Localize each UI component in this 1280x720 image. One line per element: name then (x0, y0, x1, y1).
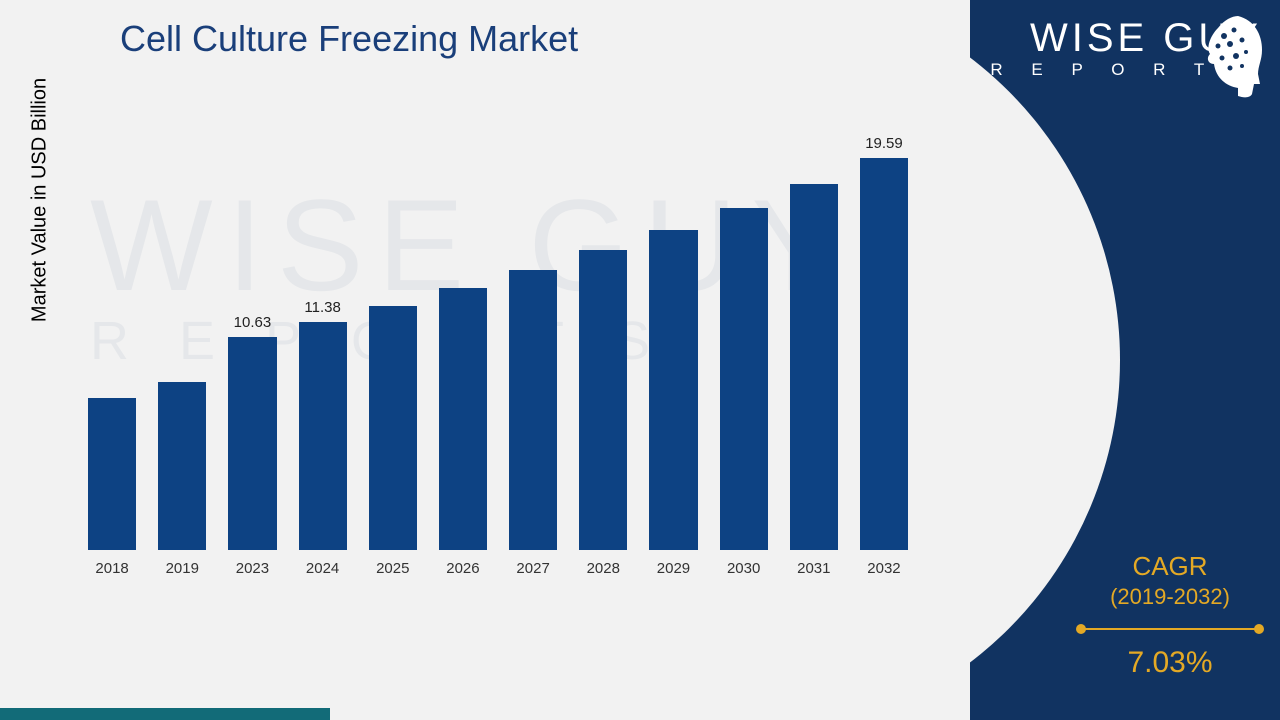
brand-logo: WISE GUY R E P O R T S (982, 18, 1262, 80)
cagr-box: CAGR (2019-2032) 7.03% (1060, 551, 1280, 680)
x-tick: 2027 (509, 552, 557, 580)
bar-wrap (369, 150, 417, 550)
bar-wrap (509, 150, 557, 550)
bar (579, 250, 627, 550)
bar (369, 306, 417, 550)
bar-chart: 10.63 11.38 19.59 2018 2019 2023 2024 2025 2026… (88, 150, 908, 580)
bar-wrap (720, 150, 768, 550)
bar (649, 230, 697, 550)
bar (439, 288, 487, 550)
x-tick: 2032 (860, 552, 908, 580)
canvas: WISE GUY REPORTS Cell Culture Freezing M… (0, 0, 1280, 720)
x-tick: 2028 (579, 552, 627, 580)
bar (228, 337, 276, 550)
bar (509, 270, 557, 550)
bar-value-label: 11.38 (304, 299, 340, 316)
bar (299, 322, 347, 550)
bar (790, 184, 838, 550)
bar-wrap (88, 150, 136, 550)
bar (860, 158, 908, 550)
bar-wrap: 19.59 (860, 150, 908, 550)
bar (720, 208, 768, 550)
bar-wrap: 10.63 (228, 150, 276, 550)
bar-wrap (439, 150, 487, 550)
page-title: Cell Culture Freezing Market (120, 18, 578, 60)
x-tick: 2024 (299, 552, 347, 580)
bar (158, 382, 206, 550)
brain-head-icon (1188, 12, 1266, 102)
bar-wrap (649, 150, 697, 550)
cagr-divider (1081, 628, 1259, 630)
x-axis: 2018 2019 2023 2024 2025 2026 2027 2028 2029 2030… (88, 552, 908, 580)
x-tick: 2023 (228, 552, 276, 580)
bottom-accent-bar (0, 708, 330, 720)
plot-area: 10.63 11.38 19.59 (88, 150, 908, 550)
x-tick: 2029 (649, 552, 697, 580)
x-tick: 2026 (439, 552, 487, 580)
bar-value-label: 19.59 (865, 135, 903, 152)
bar (88, 398, 136, 550)
x-tick: 2031 (790, 552, 838, 580)
bar-wrap (579, 150, 627, 550)
cagr-label: CAGR (1060, 551, 1280, 582)
x-tick: 2025 (369, 552, 417, 580)
x-tick: 2018 (88, 552, 136, 580)
bar-wrap: 11.38 (299, 150, 347, 550)
y-axis-label: Market Value in USD Billion (29, 78, 52, 322)
bar-wrap (158, 150, 206, 550)
x-tick: 2019 (158, 552, 206, 580)
bar-wrap (790, 150, 838, 550)
cagr-range: (2019-2032) (1060, 584, 1280, 610)
bar-value-label: 10.63 (234, 314, 272, 331)
cagr-value: 7.03% (1060, 646, 1280, 680)
x-tick: 2030 (720, 552, 768, 580)
